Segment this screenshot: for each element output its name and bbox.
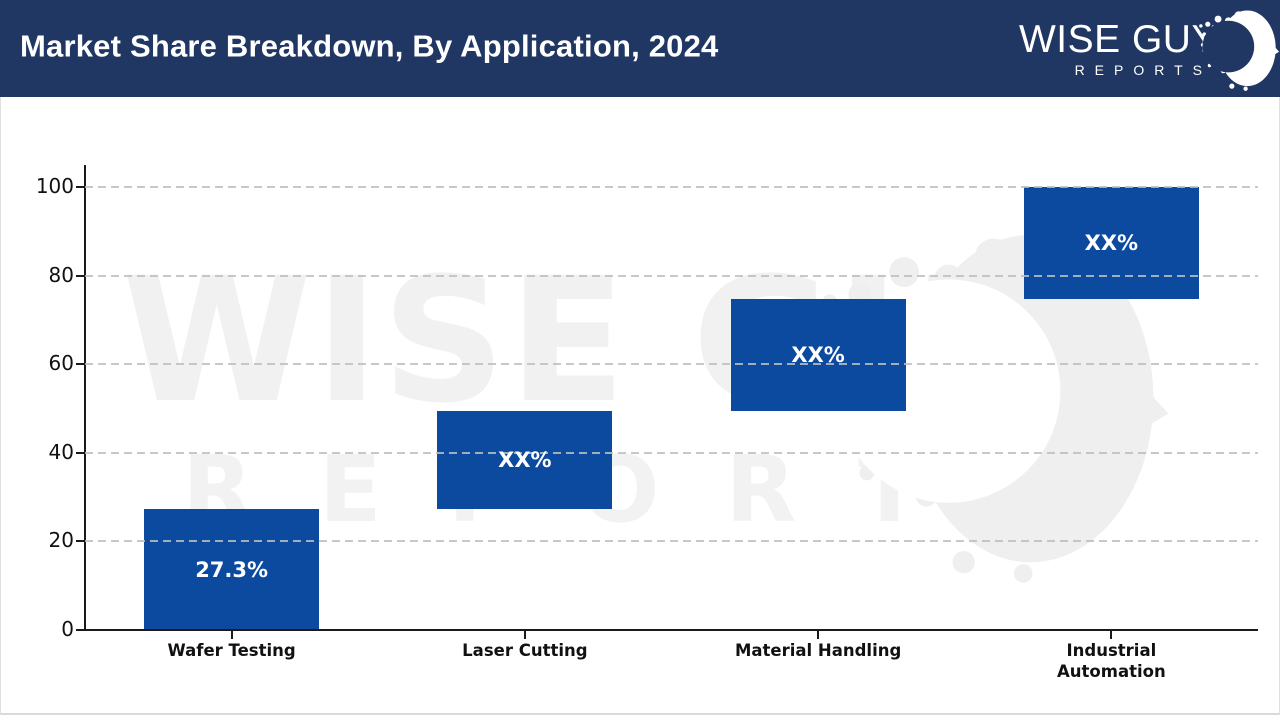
gridline bbox=[85, 363, 1258, 366]
y-tick-mark bbox=[76, 186, 84, 188]
x-tick-mark bbox=[523, 631, 526, 639]
page-left-border bbox=[0, 97, 1, 714]
gridline bbox=[85, 186, 1258, 188]
wise-guy-reports-logo: WISE GUY REPORTS bbox=[1019, 4, 1280, 94]
logo-wordmark: WISE GUY bbox=[1018, 18, 1218, 61]
page-bottom-border bbox=[0, 713, 1280, 715]
bar-value-label: 27.3% bbox=[195, 557, 269, 582]
x-tick-mark bbox=[1110, 631, 1113, 639]
bar bbox=[437, 410, 613, 510]
y-tick-label: 80 bbox=[48, 262, 74, 287]
y-tick-mark bbox=[76, 451, 84, 454]
y-tick-label: 40 bbox=[48, 439, 74, 464]
x-axis-line bbox=[84, 629, 1258, 631]
bar bbox=[144, 509, 320, 630]
gridline bbox=[85, 274, 1258, 277]
y-tick-mark bbox=[76, 363, 84, 366]
gridline bbox=[85, 540, 1258, 543]
y-tick-label: 60 bbox=[48, 351, 74, 376]
x-tick-mark bbox=[817, 631, 820, 639]
wise-guy-head-icon bbox=[1199, 10, 1280, 91]
bar-value-label: XX% bbox=[1084, 230, 1139, 255]
header: Market Share Breakdown, By Application, … bbox=[0, 0, 1280, 97]
chart-title: Market Share Breakdown, By Application, … bbox=[20, 28, 719, 64]
x-tick-label: Industrial Automation bbox=[1057, 641, 1166, 681]
x-tick-label: Laser Cutting bbox=[462, 641, 588, 660]
y-tick-mark bbox=[76, 629, 84, 631]
y-tick-label: 100 bbox=[35, 174, 74, 198]
y-tick-label: 0 bbox=[61, 617, 74, 641]
gridline bbox=[85, 451, 1258, 454]
x-tick-mark bbox=[230, 631, 233, 639]
y-axis-line bbox=[84, 165, 86, 631]
bar bbox=[1023, 187, 1199, 299]
bar bbox=[730, 298, 906, 411]
x-tick-label: Wafer Testing bbox=[167, 641, 296, 660]
x-tick-label: Material Handling bbox=[734, 641, 902, 660]
y-tick-label: 20 bbox=[48, 528, 74, 553]
y-tick-mark bbox=[76, 540, 84, 543]
y-tick-mark bbox=[76, 274, 84, 277]
logo-subtext: REPORTS bbox=[1074, 62, 1212, 78]
bar-value-label: XX% bbox=[498, 447, 552, 472]
bar-value-label: XX% bbox=[791, 342, 845, 367]
